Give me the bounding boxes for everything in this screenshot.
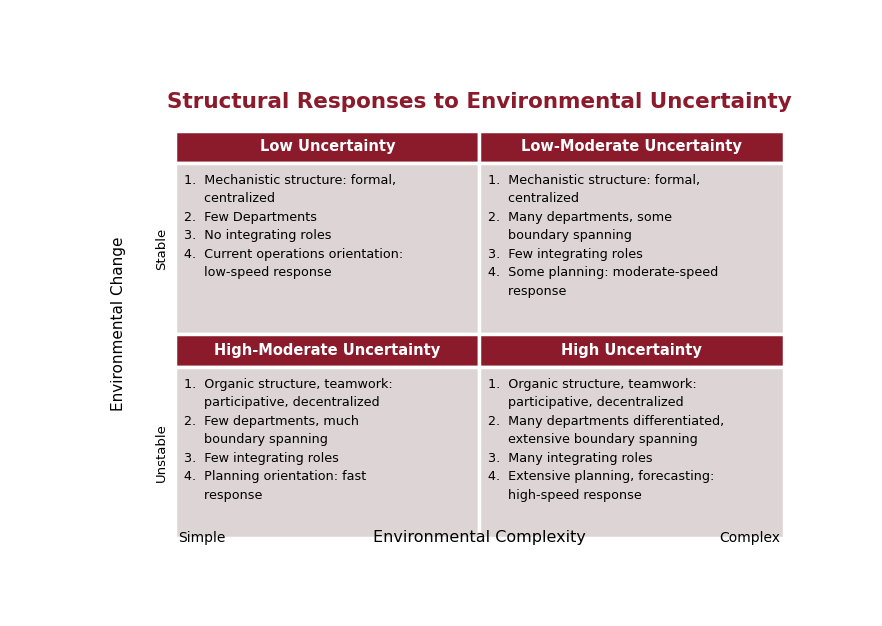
Text: Unstable: Unstable	[155, 423, 168, 482]
Bar	[480, 163, 783, 334]
Text: Stable: Stable	[155, 228, 168, 270]
Text: Complex: Complex	[719, 531, 781, 545]
Bar	[176, 334, 480, 367]
Text: High-Moderate Uncertainty: High-Moderate Uncertainty	[214, 343, 440, 358]
Bar	[480, 131, 783, 163]
Bar	[176, 163, 480, 334]
Text: Environmental Change: Environmental Change	[111, 236, 126, 411]
Text: Low-Moderate Uncertainty: Low-Moderate Uncertainty	[521, 140, 742, 155]
Text: 1.  Organic structure, teamwork:
     participative, decentralized
2.  Many depa: 1. Organic structure, teamwork: particip…	[489, 378, 724, 502]
Bar	[176, 367, 480, 538]
Text: Low Uncertainty: Low Uncertainty	[259, 140, 395, 155]
Text: High Uncertainty: High Uncertainty	[561, 343, 702, 358]
Text: 1.  Organic structure, teamwork:
     participative, decentralized
2.  Few depar: 1. Organic structure, teamwork: particip…	[184, 378, 392, 502]
Bar	[480, 367, 783, 538]
Text: 1.  Mechanistic structure: formal,
     centralized
2.  Few Departments
3.  No i: 1. Mechanistic structure: formal, centra…	[184, 174, 403, 279]
Text: Simple: Simple	[178, 531, 226, 545]
Bar	[480, 334, 783, 367]
Bar	[176, 131, 480, 163]
Text: Structural Responses to Environmental Uncertainty: Structural Responses to Environmental Un…	[167, 92, 792, 112]
Text: 1.  Mechanistic structure: formal,
     centralized
2.  Many departments, some
 : 1. Mechanistic structure: formal, centra…	[489, 174, 719, 298]
Text: Environmental Complexity: Environmental Complexity	[373, 530, 586, 545]
